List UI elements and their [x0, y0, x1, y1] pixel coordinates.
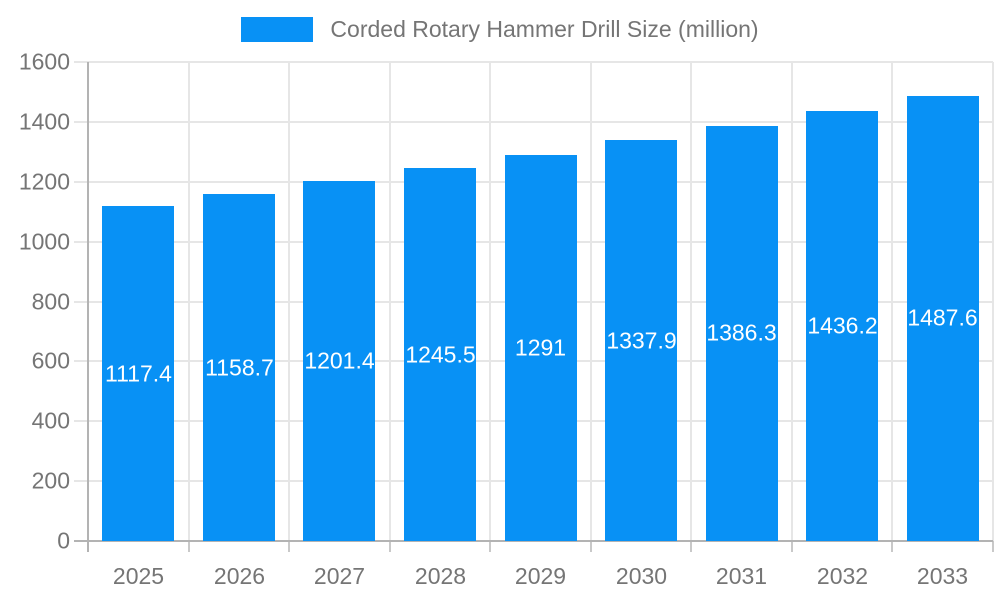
- x-gridline: [891, 62, 893, 541]
- x-axis-tick-label: 2026: [213, 563, 266, 589]
- bar-value-label: 1201.4: [304, 347, 375, 374]
- x-axis-line: [74, 540, 993, 542]
- x-gridline: [489, 62, 491, 541]
- x-tick: [389, 541, 391, 552]
- x-tick: [690, 541, 692, 552]
- bar-2028[interactable]: [404, 168, 476, 541]
- bar-2031[interactable]: [706, 126, 778, 541]
- x-axis-tick-label: 2031: [715, 563, 768, 589]
- bar-2025[interactable]: [102, 206, 174, 541]
- x-axis-tick-label: 2029: [514, 563, 567, 589]
- x-tick: [288, 541, 290, 552]
- y-axis-tick-label: 1400: [18, 108, 70, 135]
- x-tick: [590, 541, 592, 552]
- x-gridline: [389, 62, 391, 541]
- y-axis-tick-label: 1000: [18, 228, 70, 255]
- x-gridline: [992, 62, 994, 541]
- y-axis-tick-label: 600: [31, 347, 70, 374]
- y-tick: [74, 241, 88, 243]
- bar-2029[interactable]: [505, 155, 577, 541]
- x-gridline: [690, 62, 692, 541]
- x-gridline: [188, 62, 190, 541]
- x-axis-tick-label: 2028: [414, 563, 467, 589]
- bar-2033[interactable]: [907, 96, 979, 541]
- bar-value-label: 1245.5: [405, 341, 476, 368]
- bar-2027[interactable]: [303, 181, 375, 541]
- bar-2032[interactable]: [806, 111, 878, 541]
- y-tick: [74, 181, 88, 183]
- x-tick: [188, 541, 190, 552]
- bar-value-label: 1487.6: [907, 304, 978, 331]
- y-tick: [74, 61, 88, 63]
- bar-2026[interactable]: [203, 194, 275, 541]
- x-tick: [992, 541, 994, 552]
- x-tick: [489, 541, 491, 552]
- y-tick: [74, 360, 88, 362]
- legend-swatch: [241, 17, 314, 42]
- x-axis-tick-label: 2025: [112, 563, 165, 589]
- y-tick: [74, 420, 88, 422]
- y-tick: [74, 121, 88, 123]
- x-gridline: [791, 62, 793, 541]
- y-axis-tick-label: 1200: [18, 168, 70, 195]
- y-axis-tick-label: 1600: [18, 48, 70, 75]
- y-axis-line: [87, 62, 89, 552]
- x-gridline: [590, 62, 592, 541]
- bar-value-label: 1337.9: [606, 327, 677, 354]
- bar-value-label: 1291: [514, 334, 567, 361]
- x-tick: [791, 541, 793, 552]
- y-tick: [74, 301, 88, 303]
- y-axis-tick-label: 0: [57, 527, 70, 554]
- y-gridline: [88, 61, 993, 63]
- y-axis-tick-label: 200: [31, 467, 70, 494]
- x-tick: [891, 541, 893, 552]
- y-tick: [74, 480, 88, 482]
- y-gridline: [88, 121, 993, 123]
- x-gridline: [288, 62, 290, 541]
- bar-2030[interactable]: [605, 140, 677, 541]
- bar-value-label: 1436.2: [807, 312, 878, 339]
- bar-value-label: 1158.7: [205, 354, 274, 381]
- x-axis-tick-label: 2030: [615, 563, 668, 589]
- x-axis-tick-label: 2033: [916, 563, 969, 589]
- x-axis-tick-label: 2027: [313, 563, 366, 589]
- bar-value-label: 1117.4: [105, 360, 172, 387]
- legend-label: Corded Rotary Hammer Drill Size (million…: [330, 16, 759, 42]
- legend[interactable]: Corded Rotary Hammer Drill Size (million…: [0, 16, 1000, 43]
- bar-value-label: 1386.3: [706, 319, 777, 346]
- y-axis-tick-label: 400: [31, 407, 70, 434]
- x-axis-tick-label: 2032: [816, 563, 869, 589]
- y-axis-tick-label: 800: [31, 288, 70, 315]
